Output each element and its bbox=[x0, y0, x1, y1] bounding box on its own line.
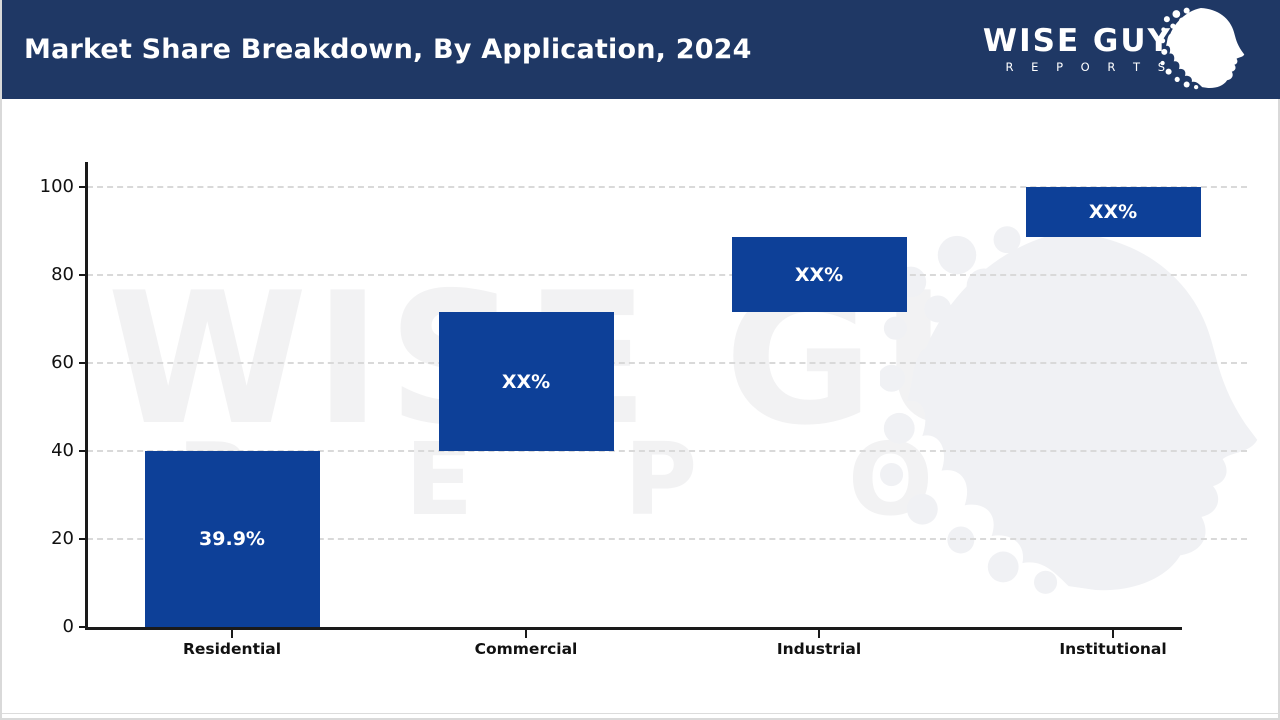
bar-residential: 39.9% bbox=[144, 451, 320, 627]
brand-logo: WISE GUY R E P O R T S bbox=[983, 3, 1246, 97]
y-tick-label-20: 20 bbox=[51, 528, 74, 549]
x-tick-label-commercial: Commercial bbox=[474, 640, 578, 658]
gridline-20 bbox=[87, 538, 1247, 540]
y-tick-label-60: 60 bbox=[51, 352, 74, 373]
gridline-100 bbox=[87, 186, 1247, 188]
watermark-face-icon bbox=[878, 226, 1265, 600]
x-tick-label-residential: Residential bbox=[182, 640, 282, 658]
x-axis-line bbox=[85, 627, 1182, 630]
y-tick-40 bbox=[79, 450, 87, 452]
y-tick-label-80: 80 bbox=[51, 264, 74, 285]
bar-value-label-industrial: XX% bbox=[794, 263, 844, 286]
y-tick-20 bbox=[79, 538, 87, 540]
logo-face-icon bbox=[1160, 3, 1246, 97]
gridline-80 bbox=[87, 274, 1247, 276]
x-tick-institutional bbox=[1112, 630, 1114, 638]
x-tick-industrial bbox=[818, 630, 820, 638]
logo-wordmark: WISE GUY bbox=[982, 22, 1172, 59]
x-tick-residential bbox=[231, 630, 233, 638]
y-tick-label-40: 40 bbox=[51, 440, 74, 461]
y-tick-100 bbox=[79, 186, 87, 188]
bar-commercial: XX% bbox=[438, 312, 614, 452]
x-tick-label-institutional: Institutional bbox=[1059, 640, 1167, 658]
gridline-60 bbox=[87, 362, 1247, 364]
gridline-40 bbox=[87, 450, 1247, 452]
bar-institutional: XX% bbox=[1025, 187, 1201, 238]
footer-divider bbox=[2, 713, 1280, 714]
bar-value-label-residential: 39.9% bbox=[199, 528, 265, 551]
x-tick-commercial bbox=[525, 630, 527, 638]
y-tick-label-100: 100 bbox=[39, 176, 74, 197]
y-tick-80 bbox=[79, 274, 87, 276]
bar-value-label-commercial: XX% bbox=[501, 370, 551, 393]
x-tick-label-industrial: Industrial bbox=[776, 640, 862, 658]
page-title: Market Share Breakdown, By Application, … bbox=[24, 34, 752, 65]
y-tick-label-0: 0 bbox=[62, 616, 74, 637]
bar-industrial: XX% bbox=[731, 237, 907, 313]
header-bar: Market Share Breakdown, By Application, … bbox=[2, 0, 1280, 99]
y-axis-line bbox=[85, 162, 88, 629]
y-tick-60 bbox=[79, 362, 87, 364]
y-tick-0 bbox=[79, 626, 87, 628]
logo-subtext: R E P O R T S bbox=[1005, 59, 1172, 74]
bar-value-label-institutional: XX% bbox=[1088, 201, 1138, 224]
